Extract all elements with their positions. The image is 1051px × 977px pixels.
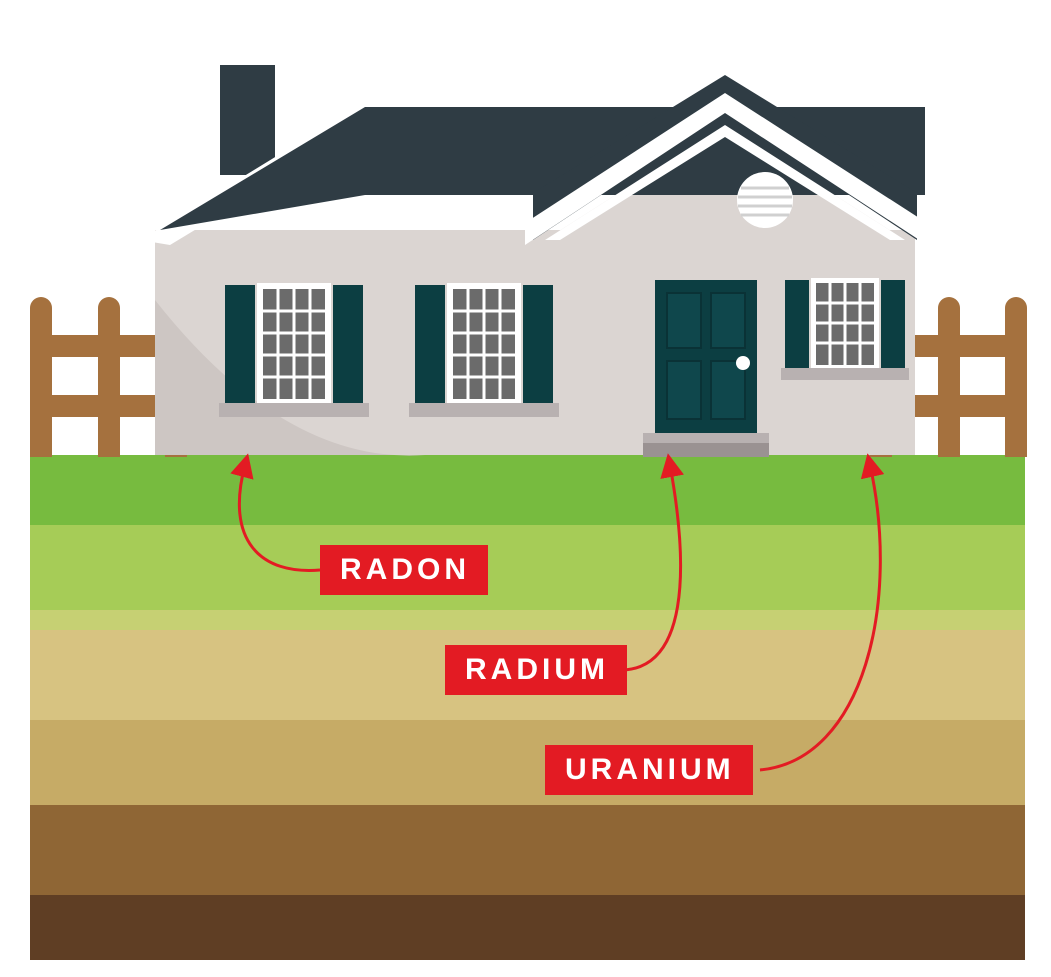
- fence-post: [1005, 297, 1027, 457]
- label-radium: RADIUM: [445, 645, 627, 695]
- label-uranium: URANIUM: [545, 745, 753, 795]
- chimney: [220, 65, 275, 175]
- fence-post: [30, 297, 52, 457]
- door-knob: [736, 356, 750, 370]
- door-step-top: [643, 433, 769, 443]
- label-radon: RADON: [320, 545, 488, 595]
- window-left-1: [219, 283, 369, 417]
- fence-post: [938, 297, 960, 457]
- window-left-2: [409, 283, 559, 417]
- soil-layer-grass-low: [30, 610, 1025, 630]
- window-right: [781, 278, 909, 380]
- soil-layer-grass-mid: [30, 525, 1025, 610]
- diagram-stage: RADON RADIUM URANIUM: [30, 0, 1025, 960]
- house: [145, 65, 925, 465]
- soil-layer-dirt-mid: [30, 805, 1025, 895]
- soil-layer-dirt-bottom: [30, 895, 1025, 960]
- front-door-group: [643, 280, 769, 457]
- gable-vent: [737, 172, 793, 228]
- door-step: [643, 443, 769, 457]
- house-svg: [145, 65, 925, 465]
- fence-post: [98, 297, 120, 457]
- soil-layer-grass-top: [30, 455, 1025, 525]
- soil-layer-sand-mid: [30, 720, 1025, 805]
